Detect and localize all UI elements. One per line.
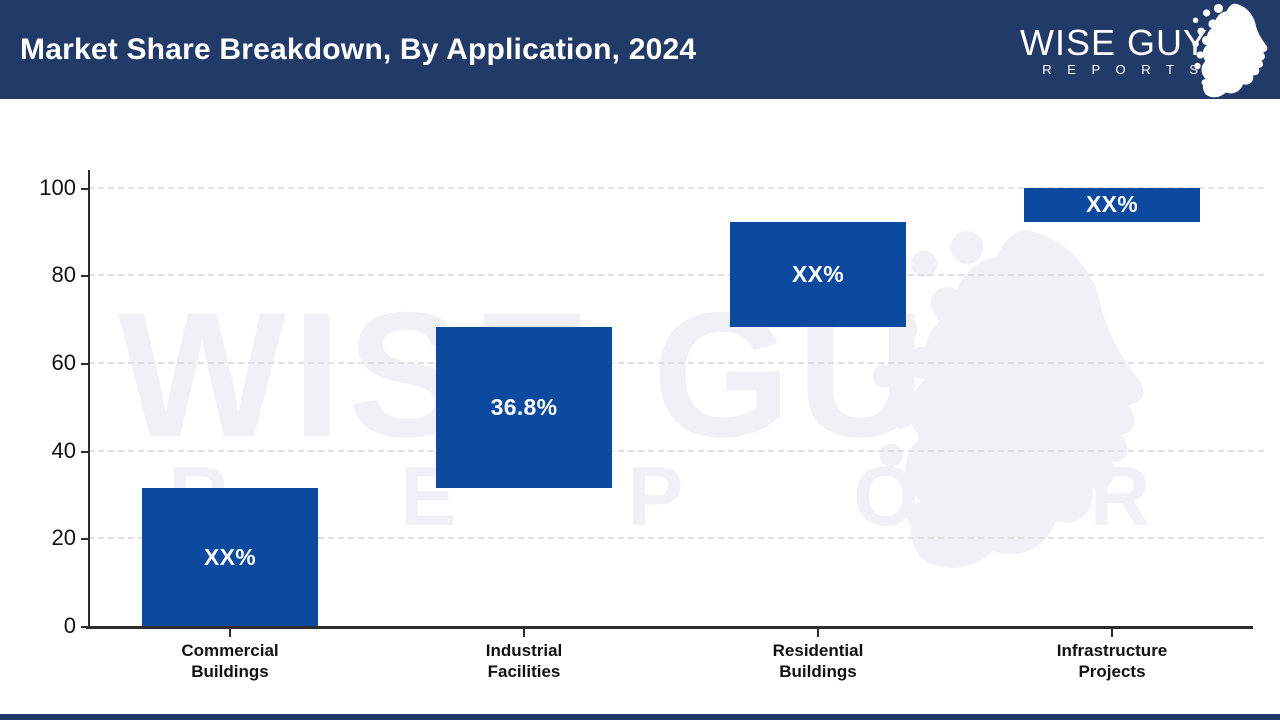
chart-bar: XX% (730, 221, 906, 327)
footer-bar (0, 714, 1280, 720)
y-tick-label: 0 (63, 613, 76, 638)
y-tick-mark (81, 538, 88, 541)
bar-value-label: XX% (1085, 191, 1139, 218)
bar-value-label: XX% (203, 543, 257, 570)
y-gridline (88, 361, 1264, 364)
y-tick-mark (81, 626, 88, 628)
x-category-label: Commercial Buildings (181, 641, 279, 681)
x-tick-mark (1111, 629, 1113, 637)
y-tick-label: 80 (51, 262, 76, 288)
y-tick-label: 100 (39, 174, 76, 200)
header-bar: Market Share Breakdown, By Application, … (0, 0, 1280, 99)
brand-head-icon (1192, 3, 1268, 98)
brand-name: WISE GUY (1019, 22, 1208, 63)
y-axis-line (88, 170, 90, 628)
x-tick-mark (817, 629, 819, 637)
x-axis-line (86, 626, 1253, 629)
x-tick-mark (229, 629, 231, 637)
y-gridline (88, 449, 1264, 452)
y-gridline (88, 274, 1264, 277)
y-gridline (88, 186, 1264, 189)
y-tick-label: 60 (51, 349, 76, 375)
y-tick-mark (81, 362, 88, 365)
x-category-label: Residential Buildings (772, 641, 864, 681)
y-tick-mark (81, 187, 88, 190)
y-tick-label: 20 (51, 525, 76, 551)
y-tick-mark (81, 275, 88, 278)
chart-bar: XX% (142, 488, 318, 626)
brand-subname: R E P O R T S (1042, 62, 1204, 77)
y-tick-label: 40 (51, 437, 76, 463)
x-tick-mark (523, 629, 525, 637)
chart-title: Market Share Breakdown, By Application, … (20, 32, 697, 66)
brand-logo: WISE GUY R E P O R T S (1020, 0, 1280, 99)
watermark-head-icon (872, 230, 1144, 569)
bar-value-label: XX% (791, 260, 845, 287)
y-tick-mark (81, 450, 88, 453)
y-gridline (88, 537, 1264, 540)
bar-value-label: 36.8% (490, 394, 558, 421)
x-category-label: Industrial Facilities (485, 641, 563, 681)
chart-bar: XX% (1024, 187, 1200, 222)
x-category-label: Infrastructure Projects (1056, 641, 1168, 681)
chart-bar: 36.8% (436, 326, 612, 489)
